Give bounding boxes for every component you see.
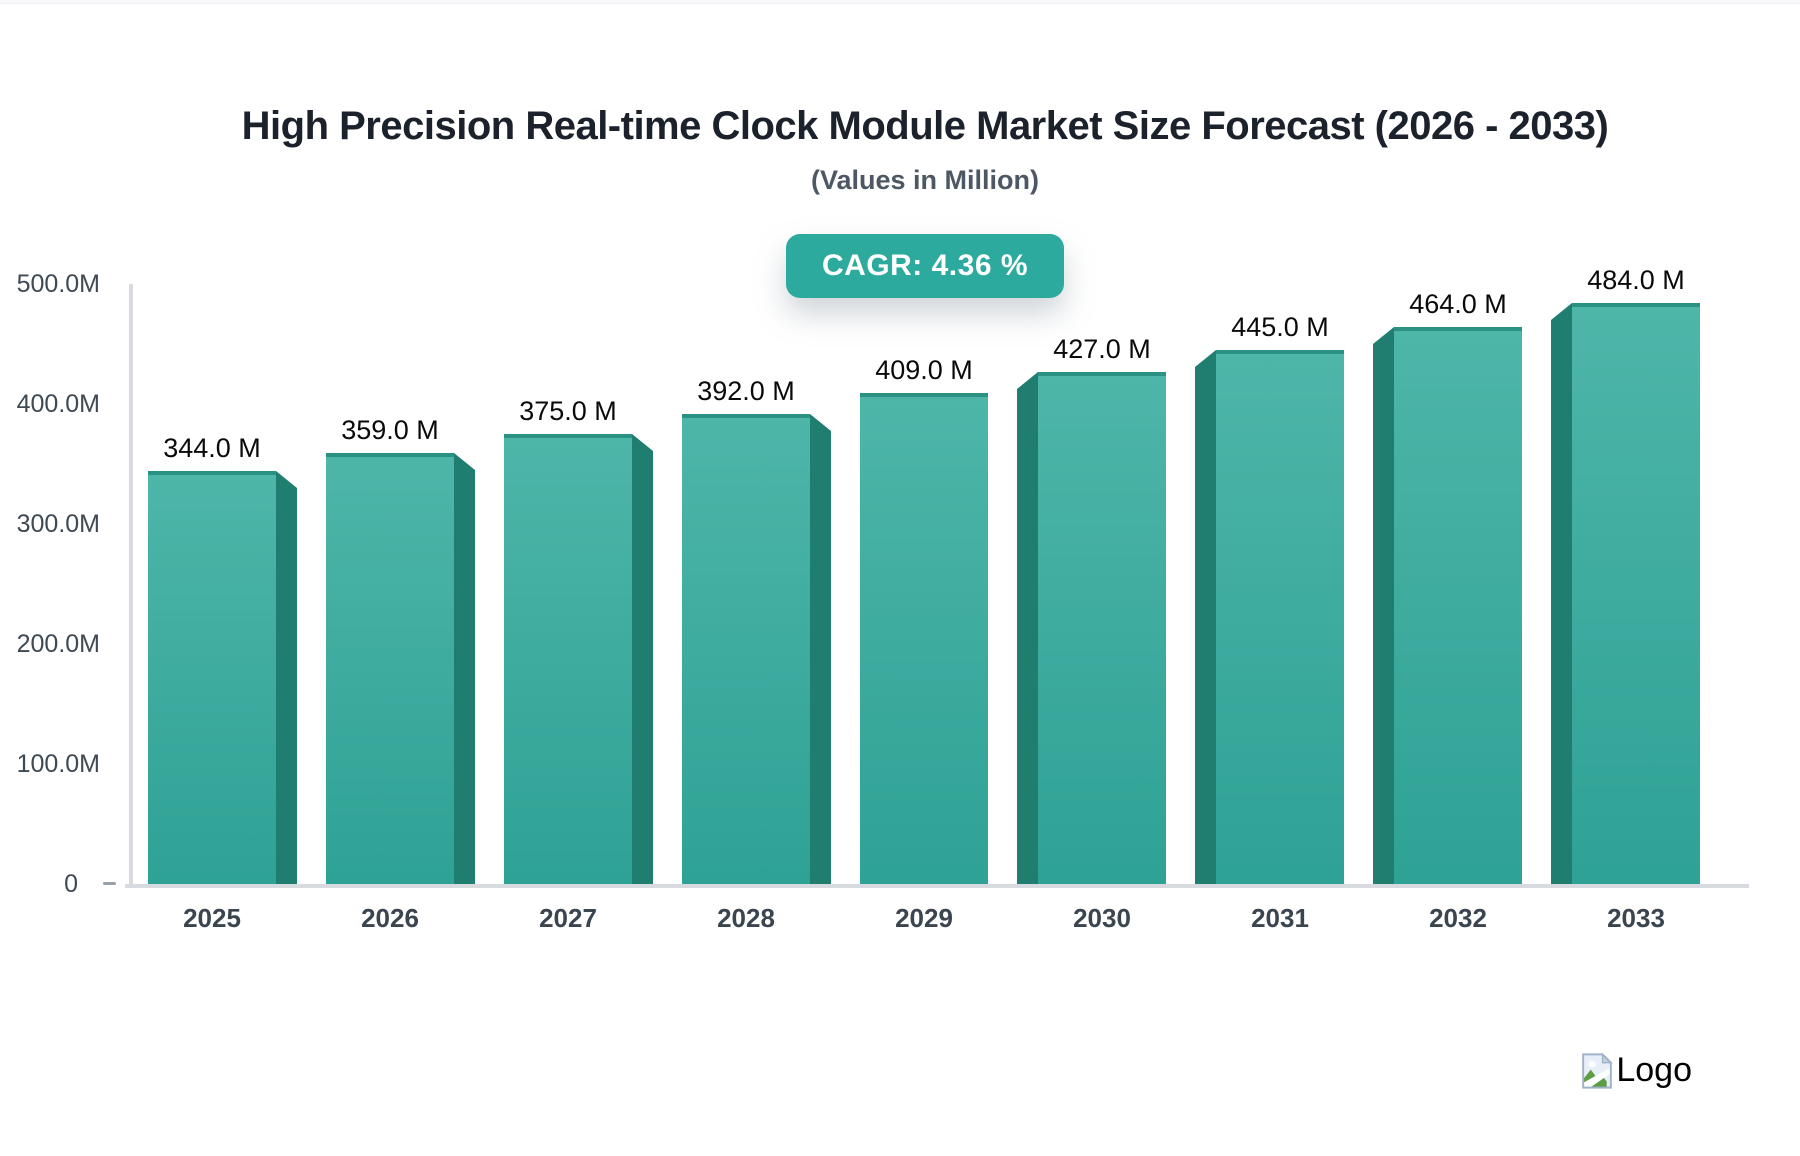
bar-side-left xyxy=(1195,350,1216,884)
y-tick-label: 100.0M xyxy=(16,750,100,778)
x-tick-label-2031: 2031 xyxy=(1251,903,1309,933)
bar-2032: 464.0 M xyxy=(1373,289,1522,884)
cagr-badge: CAGR: 4.36 % xyxy=(785,234,1065,298)
bar-2025: 344.0 M xyxy=(148,433,297,884)
bar-face xyxy=(148,471,276,884)
bar-value-label: 344.0 M xyxy=(163,433,261,463)
bar-face xyxy=(860,393,988,884)
bar-value-label: 445.0 M xyxy=(1231,312,1329,342)
x-tick-label-2033: 2033 xyxy=(1607,903,1665,933)
bar-2026: 359.0 M xyxy=(326,415,475,884)
bar-side-left xyxy=(1373,327,1394,884)
bar-2029: 409.0 M xyxy=(860,355,988,884)
x-tick-label-2029: 2029 xyxy=(895,903,953,933)
bar-face xyxy=(1394,327,1522,884)
x-tick-label-2032: 2032 xyxy=(1429,903,1487,933)
bar-side-right xyxy=(276,471,297,884)
bar-side-right xyxy=(810,414,831,884)
bar-face xyxy=(682,414,810,884)
y-tick-label: 500.0M xyxy=(16,270,100,298)
x-axis-baseline xyxy=(125,884,1749,888)
bar-2028: 392.0 M xyxy=(682,376,831,884)
chart-subtitle: (Values in Million) xyxy=(810,165,1040,195)
bar-side-left xyxy=(1017,372,1038,884)
y-tick-label: 0 xyxy=(64,870,78,898)
bar-2033: 484.0 M xyxy=(1551,265,1700,884)
bar-value-label: 427.0 M xyxy=(1053,334,1151,364)
bar-face xyxy=(504,434,632,884)
zero-tick-dash xyxy=(103,882,116,885)
bar-side-left xyxy=(1551,303,1572,884)
bar-face xyxy=(1038,372,1166,884)
x-tick-label-2028: 2028 xyxy=(717,903,775,933)
chart-title: High Precision Real-time Clock Module Ma… xyxy=(241,104,1609,148)
bar-value-label: 464.0 M xyxy=(1409,289,1507,319)
bar-side-right xyxy=(632,434,653,884)
chart-header: High Precision Real-time Clock Module Ma… xyxy=(50,104,1800,298)
y-tick-label: 300.0M xyxy=(16,510,100,538)
bar-value-label: 409.0 M xyxy=(875,355,973,385)
top-strip xyxy=(0,0,1800,4)
x-tick-label-2025: 2025 xyxy=(183,903,241,933)
bar-value-label: 359.0 M xyxy=(341,415,439,445)
bar-2031: 445.0 M xyxy=(1195,312,1344,884)
bar-2030: 427.0 M xyxy=(1017,334,1166,884)
y-tick-label: 200.0M xyxy=(16,630,100,658)
bar-value-label: 392.0 M xyxy=(697,376,795,406)
bar-face xyxy=(326,453,454,884)
y-tick-label: 400.0M xyxy=(16,390,100,418)
logo: Logo xyxy=(1579,1051,1692,1090)
bar-face xyxy=(1216,350,1344,884)
logo-alt-text: Logo xyxy=(1616,1051,1692,1089)
x-tick-label-2026: 2026 xyxy=(361,903,419,933)
bar-side-right xyxy=(454,453,475,884)
x-tick-label-2027: 2027 xyxy=(539,903,597,933)
x-tick-label-2030: 2030 xyxy=(1073,903,1131,933)
bar-value-label: 484.0 M xyxy=(1587,265,1685,295)
broken-image-icon xyxy=(1582,1052,1613,1089)
bar-2027: 375.0 M xyxy=(504,396,653,884)
bar-value-label: 375.0 M xyxy=(519,396,617,426)
bar-face xyxy=(1572,303,1700,884)
y-axis-line xyxy=(129,284,133,888)
